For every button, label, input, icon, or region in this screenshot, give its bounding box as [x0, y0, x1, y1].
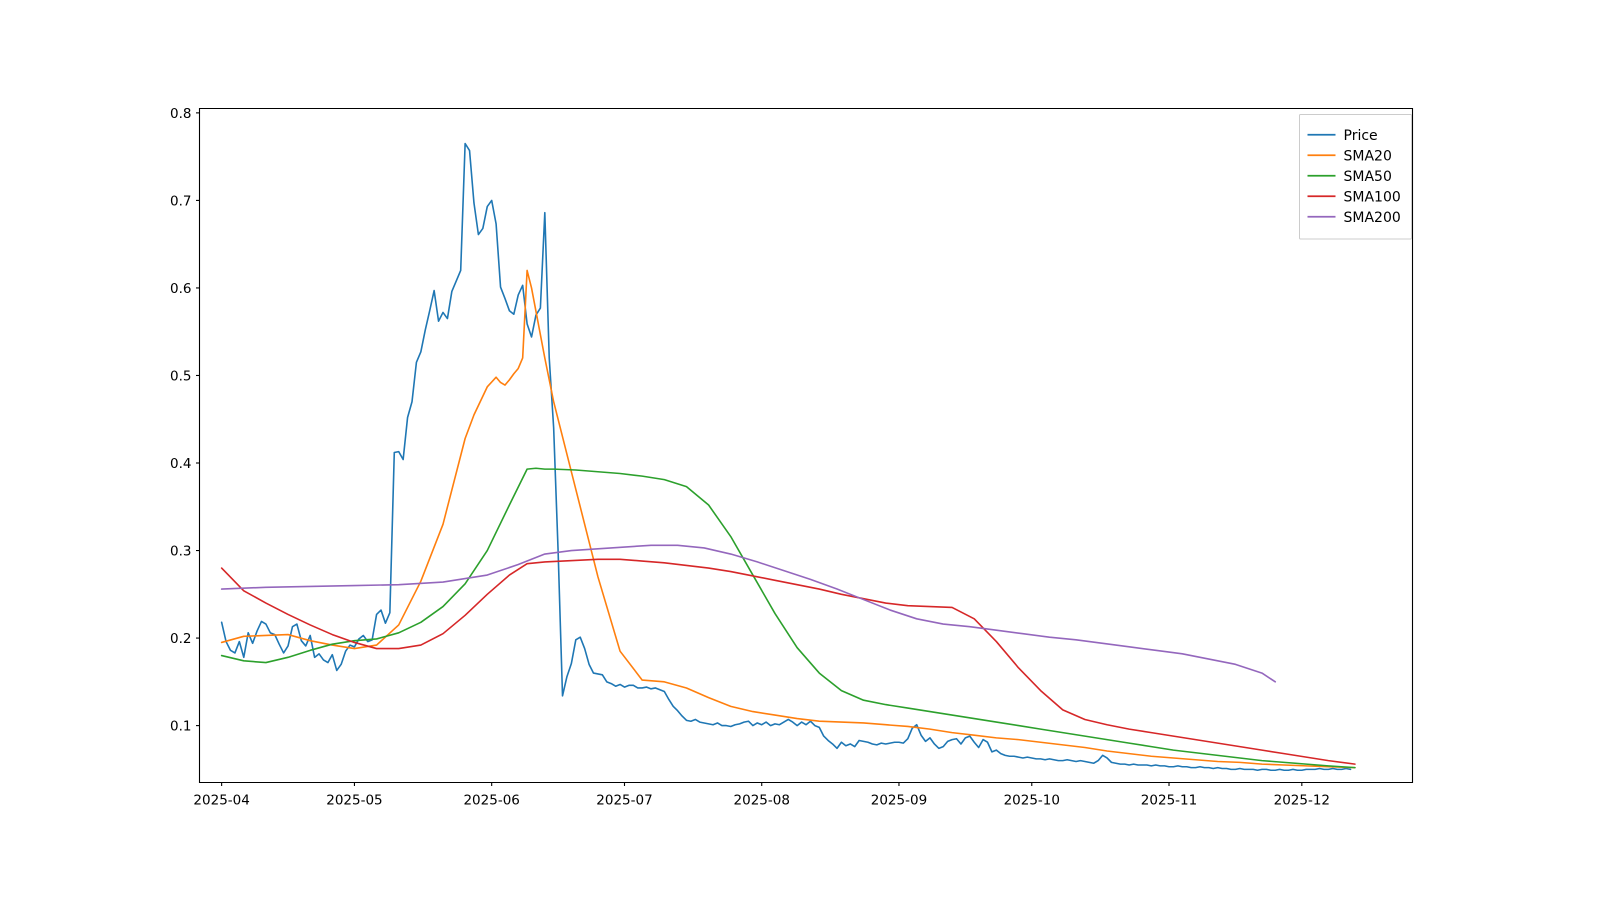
y-tick-label: 0.1: [170, 719, 191, 735]
series-line-sma100: [220, 558, 1356, 765]
x-tick-label: 2025-10: [1004, 793, 1060, 809]
x-tick-label: 2025-06: [463, 793, 519, 809]
series-line-sma200: [220, 544, 1277, 683]
legend-box: [1299, 114, 1412, 240]
axes-frame: [198, 107, 1414, 784]
series-line-sma50: [220, 467, 1356, 769]
series-line-price: [220, 142, 1352, 772]
y-tick-label: 0.8: [170, 106, 191, 122]
y-tick-label: 0.3: [170, 544, 191, 560]
y-tick-label: 0.4: [170, 456, 191, 472]
legend-label-sma50: SMA50: [1344, 169, 1392, 185]
x-tick-label: 2025-09: [871, 793, 927, 809]
legend-label-sma20: SMA20: [1344, 148, 1392, 164]
x-tick-label: 2025-12: [1274, 793, 1330, 809]
x-tick-label: 2025-08: [734, 793, 790, 809]
x-axis-tick-labels: 2025-04 2025-05 2025-06 2025-07 2025-08 2025-…: [193, 793, 1330, 809]
y-tick-label: 0.2: [170, 631, 191, 647]
legend-label-price: Price: [1344, 128, 1378, 144]
y-tick-label: 0.5: [170, 368, 191, 384]
x-axis-tickmarks: [221, 782, 1303, 786]
axes-spines: [198, 107, 1414, 784]
x-tick-label: 2025-05: [326, 793, 382, 809]
series-line-sma20: [220, 269, 1356, 769]
x-tick-label: 2025-11: [1141, 793, 1197, 809]
x-tick-label: 2025-04: [193, 793, 249, 809]
y-tick-label: 0.6: [170, 281, 191, 297]
y-axis-tickmarks: [196, 112, 200, 727]
legend-label-sma100: SMA100: [1344, 189, 1401, 205]
chart-legend[interactable]: Price SMA20 SMA50 SMA100 SMA200: [1299, 114, 1412, 240]
x-tick-label: 2025-07: [596, 793, 652, 809]
y-axis-tick-labels: 0.1 0.2 0.3 0.4 0.5 0.6 0.7 0.8: [170, 106, 191, 735]
legend-label-sma200: SMA200: [1344, 210, 1401, 226]
data-series-group: [220, 142, 1356, 772]
y-tick-label: 0.7: [170, 193, 191, 209]
